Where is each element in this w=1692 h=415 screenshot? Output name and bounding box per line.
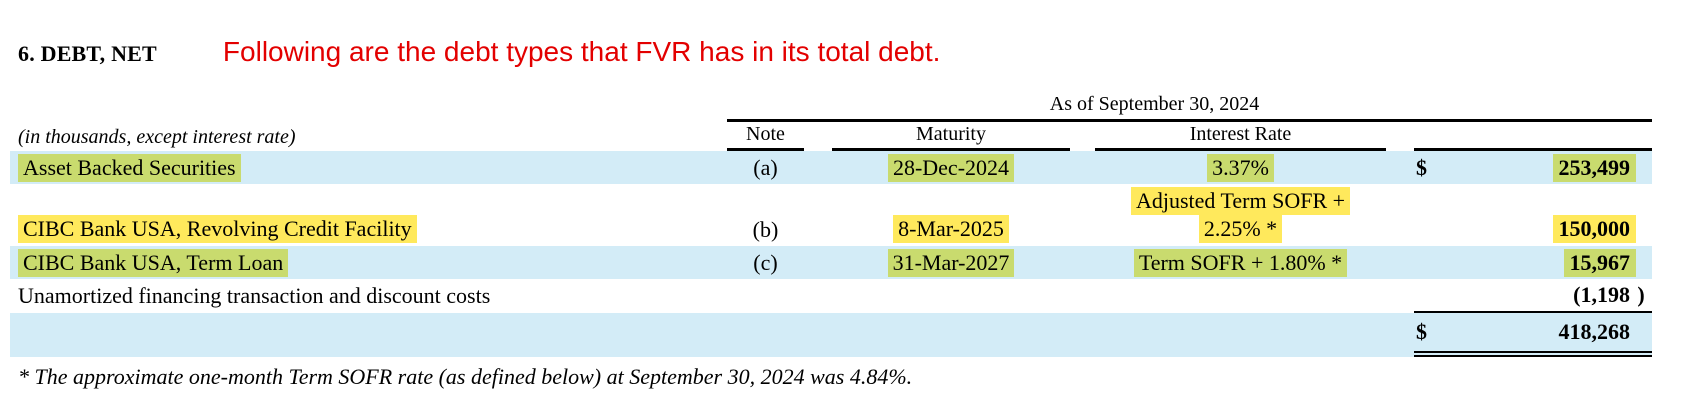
debt-description: Asset Backed Securities: [10, 153, 727, 182]
total-amount-cell: $ 418,268: [1414, 313, 1652, 357]
note-reference: (a): [753, 154, 778, 180]
column-header-interest-rate: Interest Rate: [1095, 122, 1386, 151]
period-header: As of September 30, 2024: [727, 92, 1652, 122]
column-gap: [1070, 122, 1095, 151]
interest-rate-value: Term SOFR + 1.80% *: [1095, 248, 1386, 277]
highlighted-text: 8-Mar-2025: [893, 215, 1009, 243]
column-header-row: (in thousands, except interest rate) Not…: [10, 122, 1652, 151]
highlighted-text: CIBC Bank USA, Term Loan: [18, 248, 289, 277]
amount-value: (1,198: [1573, 282, 1630, 307]
highlighted-text: 28-Dec-2024: [887, 153, 1015, 182]
total-amount-value: 418,268: [1558, 319, 1631, 344]
maturity-value: 8-Mar-2025: [832, 215, 1070, 247]
amount-value: 150,000: [1552, 215, 1636, 243]
sofr-footnote: * The approximate one-month Term SOFR ra…: [18, 364, 913, 389]
amount-value: 15,967: [1563, 248, 1636, 277]
section-title: 6. DEBT, NET: [18, 41, 157, 66]
column-gap: [804, 122, 832, 151]
note-reference: (b): [752, 217, 779, 242]
column-header-note: Note: [727, 122, 804, 151]
highlighted-text: 2.25% *: [1198, 215, 1283, 243]
debt-description: CIBC Bank USA, Revolving Credit Facility: [10, 215, 727, 247]
interest-rate-line-1: Adjusted Term SOFR +: [1095, 187, 1386, 215]
note-reference: (c): [753, 249, 778, 275]
currency-symbol: $: [1416, 154, 1427, 180]
column-gap: [1386, 122, 1414, 151]
table-row-total: $ 418,268: [10, 313, 1652, 357]
amount-close-paren: ): [1637, 282, 1645, 307]
maturity-value: 31-Mar-2027: [832, 248, 1070, 277]
annotation-text: Following are the debt types that FVR ha…: [222, 36, 941, 67]
amount-cell: $ 253,499: [1414, 153, 1652, 182]
amount-cell: 150,000: [1414, 215, 1652, 247]
highlighted-text: 31-Mar-2027: [887, 248, 1015, 277]
maturity-value: 28-Dec-2024: [832, 153, 1070, 182]
interest-rate-value: 3.37%: [1095, 153, 1386, 182]
amount-cell: 15,967: [1414, 248, 1652, 277]
highlighted-text: Asset Backed Securities: [18, 153, 241, 182]
amount-cell: (1,198 ): [1414, 279, 1652, 313]
column-header-amount: [1414, 122, 1652, 151]
table-caption: (in thousands, except interest rate): [18, 126, 296, 148]
highlighted-text: Adjusted Term SOFR +: [1130, 187, 1351, 215]
amount-value: 253,499: [1552, 153, 1636, 182]
debt-table: As of September 30, 2024 (in thousands, …: [0, 92, 1692, 357]
debt-description: CIBC Bank USA, Term Loan: [10, 248, 727, 277]
highlighted-text: CIBC Bank USA, Revolving Credit Facility: [18, 215, 417, 243]
table-row-cibc-term-loan: CIBC Bank USA, Term Loan (c) 31-Mar-2027…: [10, 246, 1652, 279]
table-row-unamortized-costs: Unamortized financing transaction and di…: [10, 279, 1652, 313]
column-header-maturity: Maturity: [832, 122, 1070, 151]
table-row-cibc-revolving-credit-facility: CIBC Bank USA, Revolving Credit Facility…: [10, 184, 1652, 246]
interest-rate-line-2: 2.25% *: [1095, 215, 1386, 243]
currency-symbol: $: [1416, 319, 1427, 344]
highlighted-text: Term SOFR + 1.80% *: [1133, 248, 1348, 277]
period-header-row: As of September 30, 2024: [10, 92, 1652, 122]
debt-description: Unamortized financing transaction and di…: [18, 283, 491, 308]
interest-rate-value: Adjusted Term SOFR + 2.25% *: [1095, 184, 1386, 247]
section-heading: 6. DEBT, NET Following are the debt type…: [0, 0, 1692, 68]
table-row-asset-backed-securities: Asset Backed Securities (a) 28-Dec-2024 …: [10, 151, 1652, 184]
highlighted-text: 3.37%: [1207, 153, 1274, 182]
